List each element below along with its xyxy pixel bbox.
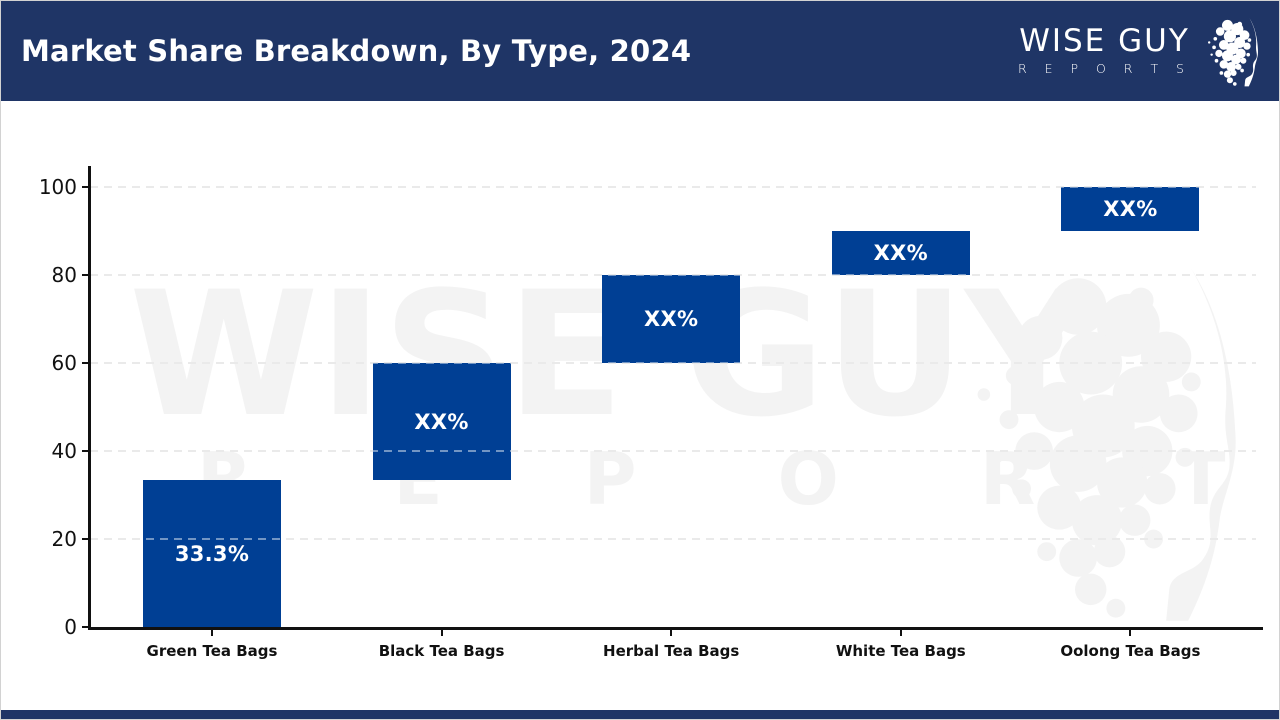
wiseguy-logo: WISE GUY R E P O R T S — [1018, 11, 1261, 91]
x-tick-2 — [440, 629, 443, 636]
y-tick-label-60: 60 — [51, 351, 77, 375]
x-category-label: White Tea Bags — [835, 642, 966, 660]
page-title: Market Share Breakdown, By Type, 2024 — [21, 34, 692, 68]
bar-green-tea-bags: 33.3% — [143, 480, 281, 627]
x-category-label: Black Tea Bags — [378, 642, 505, 660]
y-tick-40 — [82, 450, 89, 452]
logo-name: WISE GUY — [1019, 23, 1190, 60]
bar-black-tea-bags: XX% — [372, 363, 511, 481]
gridline-40 — [90, 450, 1256, 452]
footer-band — [1, 710, 1279, 719]
y-tick-label-80: 80 — [51, 263, 77, 287]
x-tick-3 — [670, 629, 673, 636]
bar-value-label: XX% — [414, 409, 469, 434]
bar-value-label: XX% — [873, 241, 928, 265]
y-tick-0 — [82, 626, 89, 628]
y-tick-label-40: 40 — [51, 439, 77, 463]
x-tick-5 — [1129, 629, 1132, 636]
y-tick-60 — [82, 362, 89, 364]
x-category-label: Herbal Tea Bags — [603, 642, 740, 660]
y-tick-80 — [82, 274, 89, 276]
header-band: Market Share Breakdown, By Type, 2024 WI… — [1, 1, 1279, 101]
gridline-100 — [90, 186, 1256, 188]
bar-value-label: XX% — [644, 307, 699, 331]
bar-value-label: XX% — [1103, 197, 1158, 221]
y-axis-line — [88, 166, 91, 630]
x-tick-1 — [211, 629, 213, 636]
watermark-head-icon — [977, 268, 1236, 621]
x-axis-line — [88, 627, 1263, 630]
bar-oolong-tea-bags: XX% — [1061, 187, 1200, 231]
y-tick-label-0: 0 — [64, 615, 77, 639]
bar-value-label: 33.3% — [174, 541, 250, 566]
y-tick-100 — [82, 186, 89, 188]
bar-white-tea-bags: XX% — [831, 231, 970, 275]
x-category-label: Green Tea Bags — [146, 642, 278, 660]
y-tick-20 — [82, 538, 89, 540]
logo-tagline: R E P O R T S — [1017, 61, 1191, 77]
x-tick-4 — [899, 629, 902, 636]
x-category-label: Oolong Tea Bags — [1060, 642, 1201, 660]
wiseguy-head-icon — [1207, 18, 1259, 87]
logo-text: WISE GUY R E P O R T S — [1018, 26, 1191, 76]
gridline-60 — [90, 362, 1256, 364]
bar-herbal-tea-bags: XX% — [602, 275, 741, 363]
gridline-20 — [90, 538, 1256, 540]
y-tick-label-100: 100 — [38, 175, 77, 199]
y-tick-label-20: 20 — [51, 527, 77, 551]
